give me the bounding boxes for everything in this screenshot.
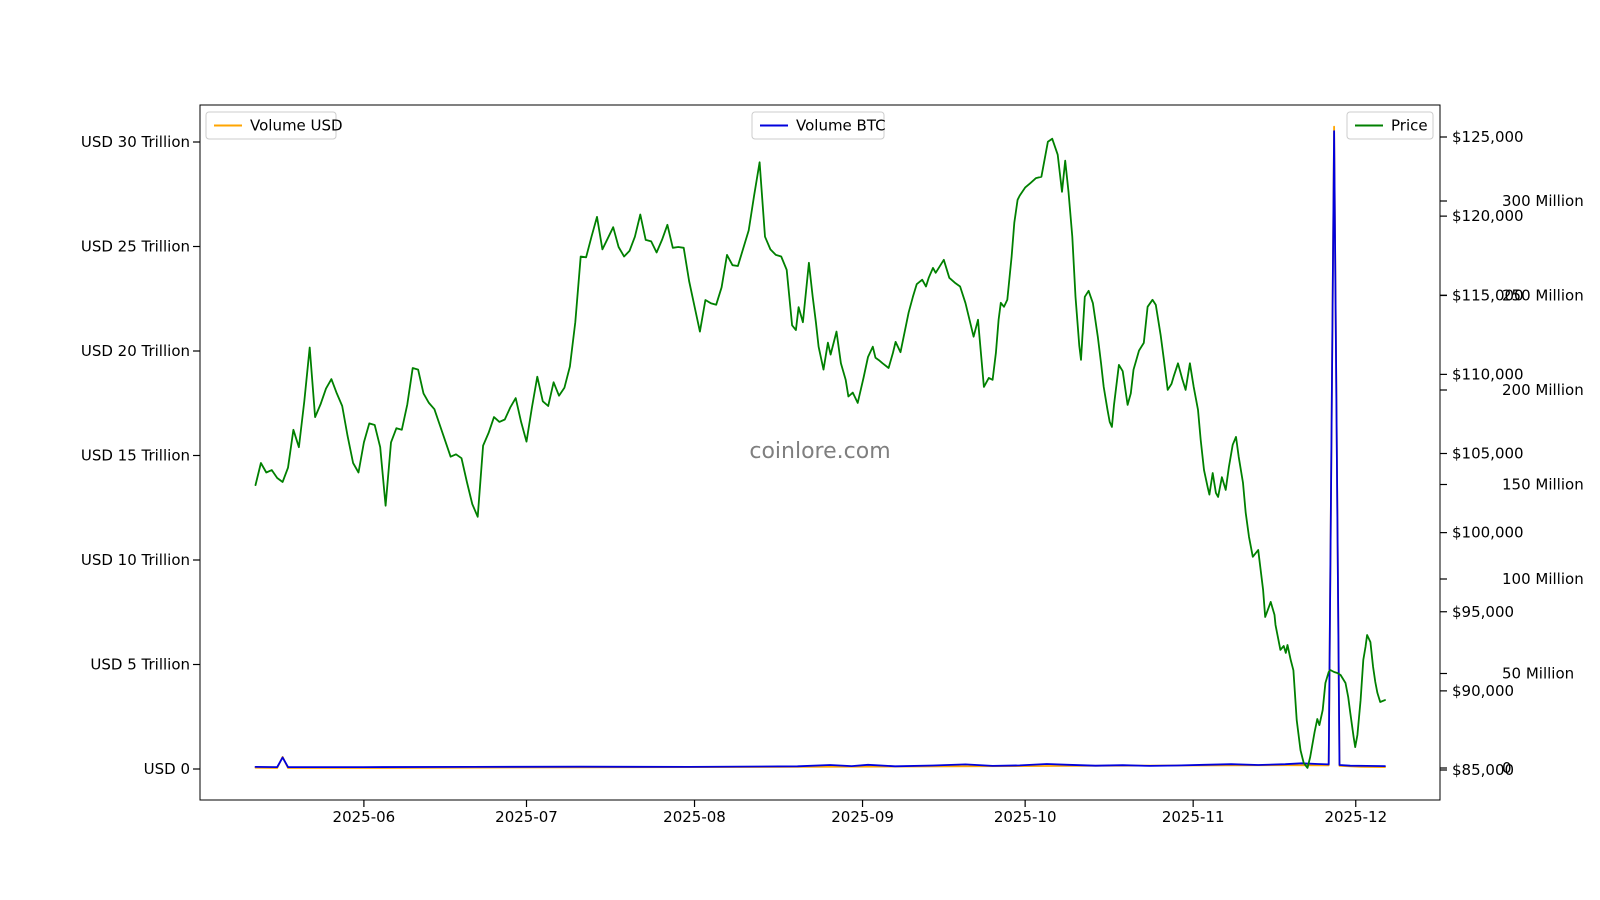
x-axis-tick-label: 2025-08	[663, 808, 726, 826]
legend-volume-usd-label: Volume USD	[250, 117, 343, 135]
btc-volume-axis-tick-label: 250 Million	[1502, 287, 1584, 305]
left-axis-tick-label: USD 5 Trillion	[90, 656, 190, 674]
price-axis-tick-label: $100,000	[1452, 524, 1524, 542]
left-axis-usd-volume: USD 30 Trillion USD 25 Trillion USD 20 T…	[81, 133, 190, 778]
x-axis-tick-label: 2025-07	[495, 808, 558, 826]
price-axis-tick-label: $110,000	[1452, 365, 1524, 383]
x-axis-tick-label: 2025-10	[994, 808, 1057, 826]
price-line	[254, 137, 1386, 769]
legend-volume-btc-label: Volume BTC	[796, 117, 886, 135]
price-axis-tick-label: $95,000	[1452, 603, 1514, 621]
legend-volume-usd: Volume USD	[205, 111, 343, 140]
x-axis-tick-label: 2025-09	[831, 808, 894, 826]
volume-btc-line	[254, 130, 1386, 768]
right-axis-price: $125,000 $120,000 $115,000 $110,000 $105…	[1452, 128, 1524, 779]
plot-border	[199, 104, 1441, 801]
btc-volume-axis-tick-label: 300 Million	[1502, 192, 1584, 210]
price-axis-tick-label: $85,000	[1452, 761, 1514, 779]
price-axis-tick-label: $105,000	[1452, 445, 1524, 463]
axis-ticks	[193, 136, 1447, 807]
x-axis-tick-label: 2025-12	[1324, 808, 1387, 826]
left-axis-tick-label: USD 15 Trillion	[81, 447, 190, 465]
legend-volume-btc: Volume BTC	[751, 111, 886, 140]
left-axis-tick-label: USD 30 Trillion	[81, 133, 190, 151]
watermark-text: coinlore.com	[749, 439, 890, 464]
legend-volume-btc-box	[751, 111, 885, 140]
btc-volume-axis-tick-label: 200 Million	[1502, 381, 1584, 399]
legend-price-box	[1346, 111, 1434, 140]
left-axis-tick-label: USD 25 Trillion	[81, 238, 190, 256]
left-axis-tick-label: USD 0	[144, 760, 190, 778]
x-axis-tick-label: 2025-06	[333, 808, 396, 826]
price-axis-tick-label: $120,000	[1452, 207, 1524, 225]
left-axis-tick-label: USD 10 Trillion	[81, 551, 190, 569]
btc-volume-axis-tick-label: 150 Million	[1502, 476, 1584, 494]
x-axis-dates: 2025-06 2025-07 2025-08 2025-09 2025-10 …	[333, 808, 1388, 826]
price-axis-tick-label: $115,000	[1452, 286, 1524, 304]
btc-volume-axis-tick-label: 0	[1502, 759, 1512, 777]
left-axis-tick-label: USD 20 Trillion	[81, 342, 190, 360]
legend-price-label: Price	[1391, 117, 1428, 135]
legend-price: Price	[1346, 111, 1434, 140]
x-axis-tick-label: 2025-11	[1162, 808, 1225, 826]
btc-volume-axis-tick-label: 100 Million	[1502, 570, 1584, 588]
btc-volume-axis-tick-label: 50 Million	[1502, 665, 1574, 683]
legend-volume-usd-box	[205, 111, 337, 140]
price-axis-tick-label: $125,000	[1452, 128, 1524, 146]
right-axis-btc-volume: 300 Million 250 Million 200 Million 150 …	[1502, 192, 1584, 777]
price-axis-tick-label: $90,000	[1452, 682, 1514, 700]
